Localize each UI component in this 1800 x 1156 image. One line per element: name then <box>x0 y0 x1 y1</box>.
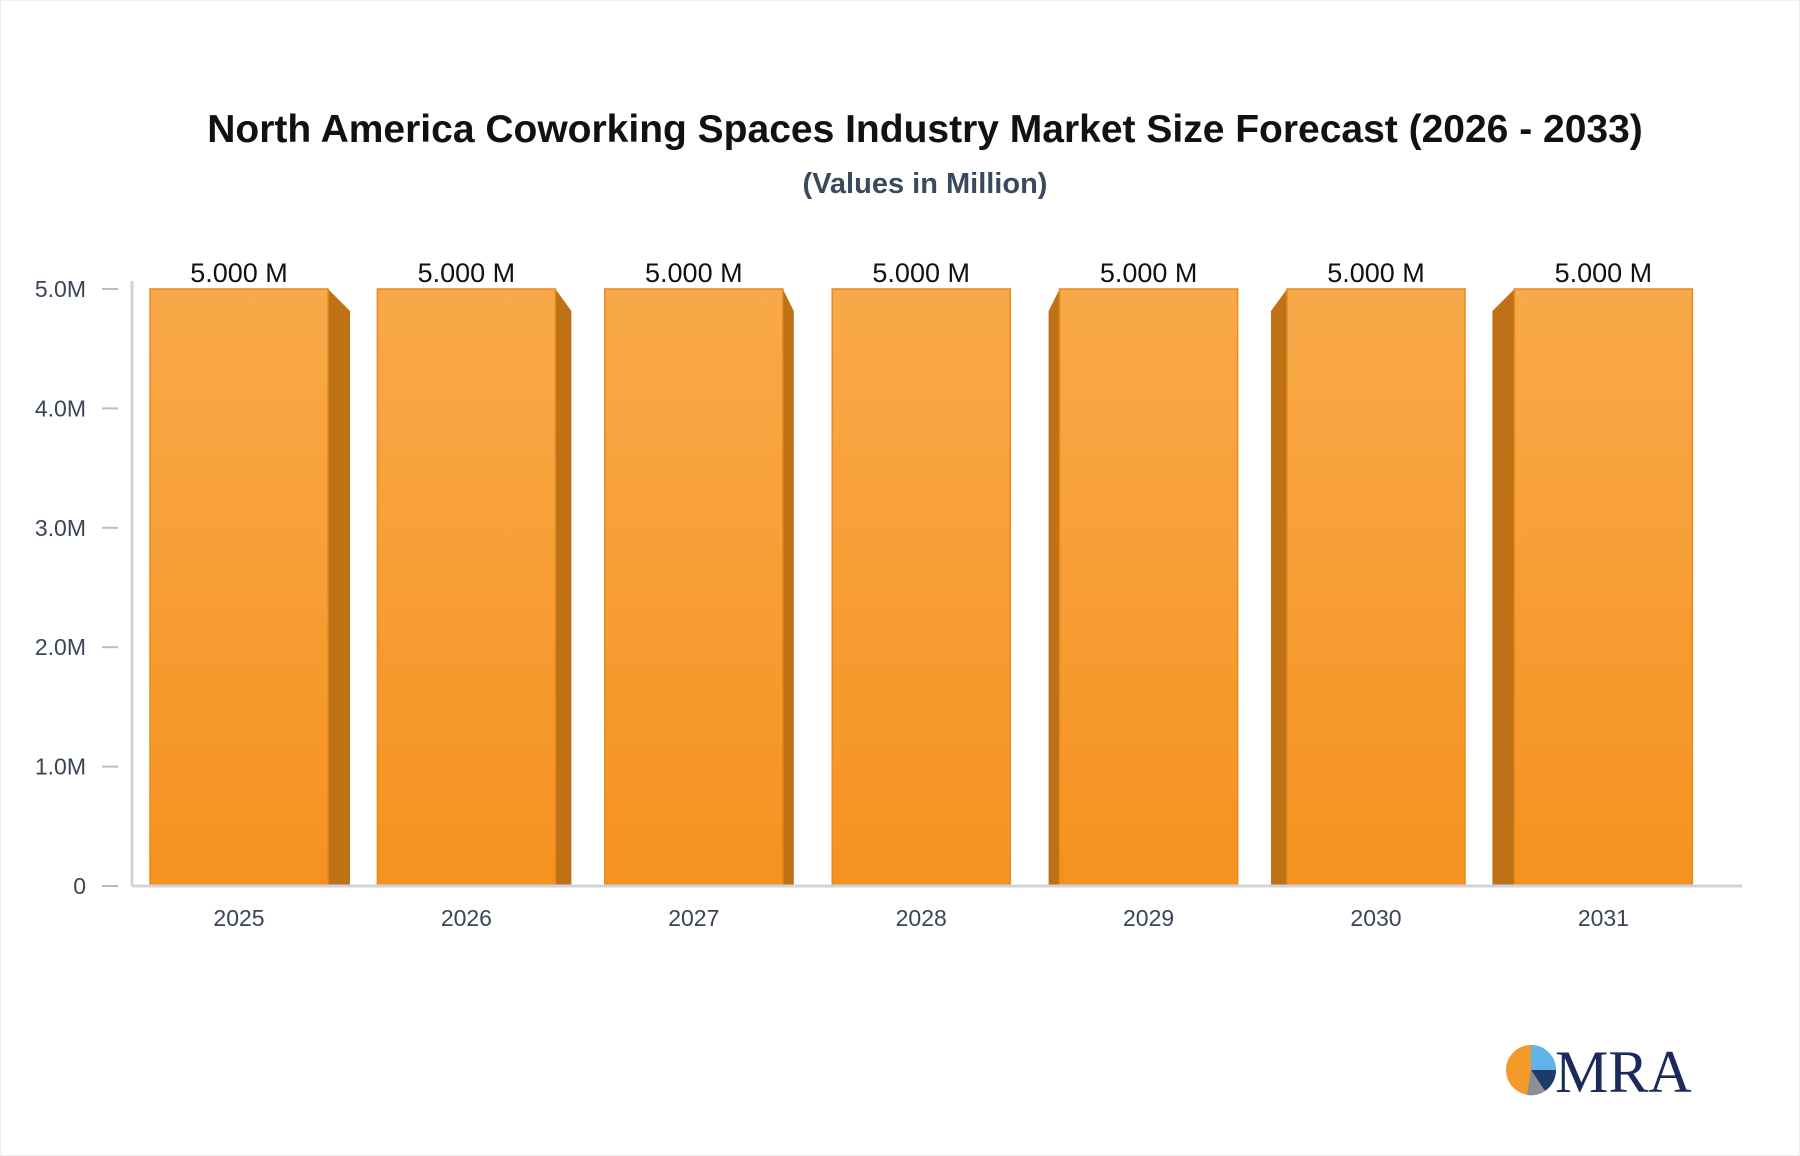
data-label: 5.000 M <box>1555 258 1653 288</box>
bar-side <box>1492 289 1515 886</box>
y-tick-label: 0 <box>73 873 86 899</box>
bar <box>376 288 557 887</box>
bar <box>604 288 784 887</box>
data-label: 5.000 M <box>645 258 743 288</box>
bar <box>149 288 329 887</box>
y-tick-label: 5.0M <box>35 276 86 302</box>
x-tick-label: 2030 <box>1350 905 1401 931</box>
x-tick-label: 2029 <box>1123 905 1174 931</box>
bar <box>1058 288 1239 887</box>
y-tick-label: 2.0M <box>35 634 86 660</box>
chart-subtitle: (Values in Million) <box>802 168 1048 200</box>
x-tick-label: 2025 <box>213 905 264 931</box>
x-tick-label: 2027 <box>668 905 719 931</box>
chart-title: North America Coworking Spaces Industry … <box>207 108 1643 151</box>
bar-side <box>782 289 794 886</box>
x-tick-label: 2031 <box>1578 905 1629 931</box>
x-tick-label: 2028 <box>896 905 947 931</box>
bar <box>831 288 1011 887</box>
logo-text: MRA <box>1555 1039 1692 1105</box>
data-label: 5.000 M <box>1327 258 1425 288</box>
y-tick-label: 4.0M <box>35 395 86 421</box>
bar-side <box>555 289 572 886</box>
data-label: 5.000 M <box>1100 258 1198 288</box>
x-tick-label: 2026 <box>441 905 492 931</box>
y-tick-label: 1.0M <box>35 754 86 780</box>
bar-side <box>1271 289 1287 886</box>
bar-side <box>328 289 350 886</box>
data-label: 5.000 M <box>190 258 288 288</box>
data-label: 5.000 M <box>418 258 516 288</box>
bar-side <box>1048 289 1060 886</box>
bar <box>1286 288 1466 887</box>
bar <box>1513 288 1694 887</box>
y-tick-label: 3.0M <box>35 515 86 541</box>
logo: MRA <box>1506 1039 1692 1105</box>
data-label: 5.000 M <box>872 258 970 288</box>
